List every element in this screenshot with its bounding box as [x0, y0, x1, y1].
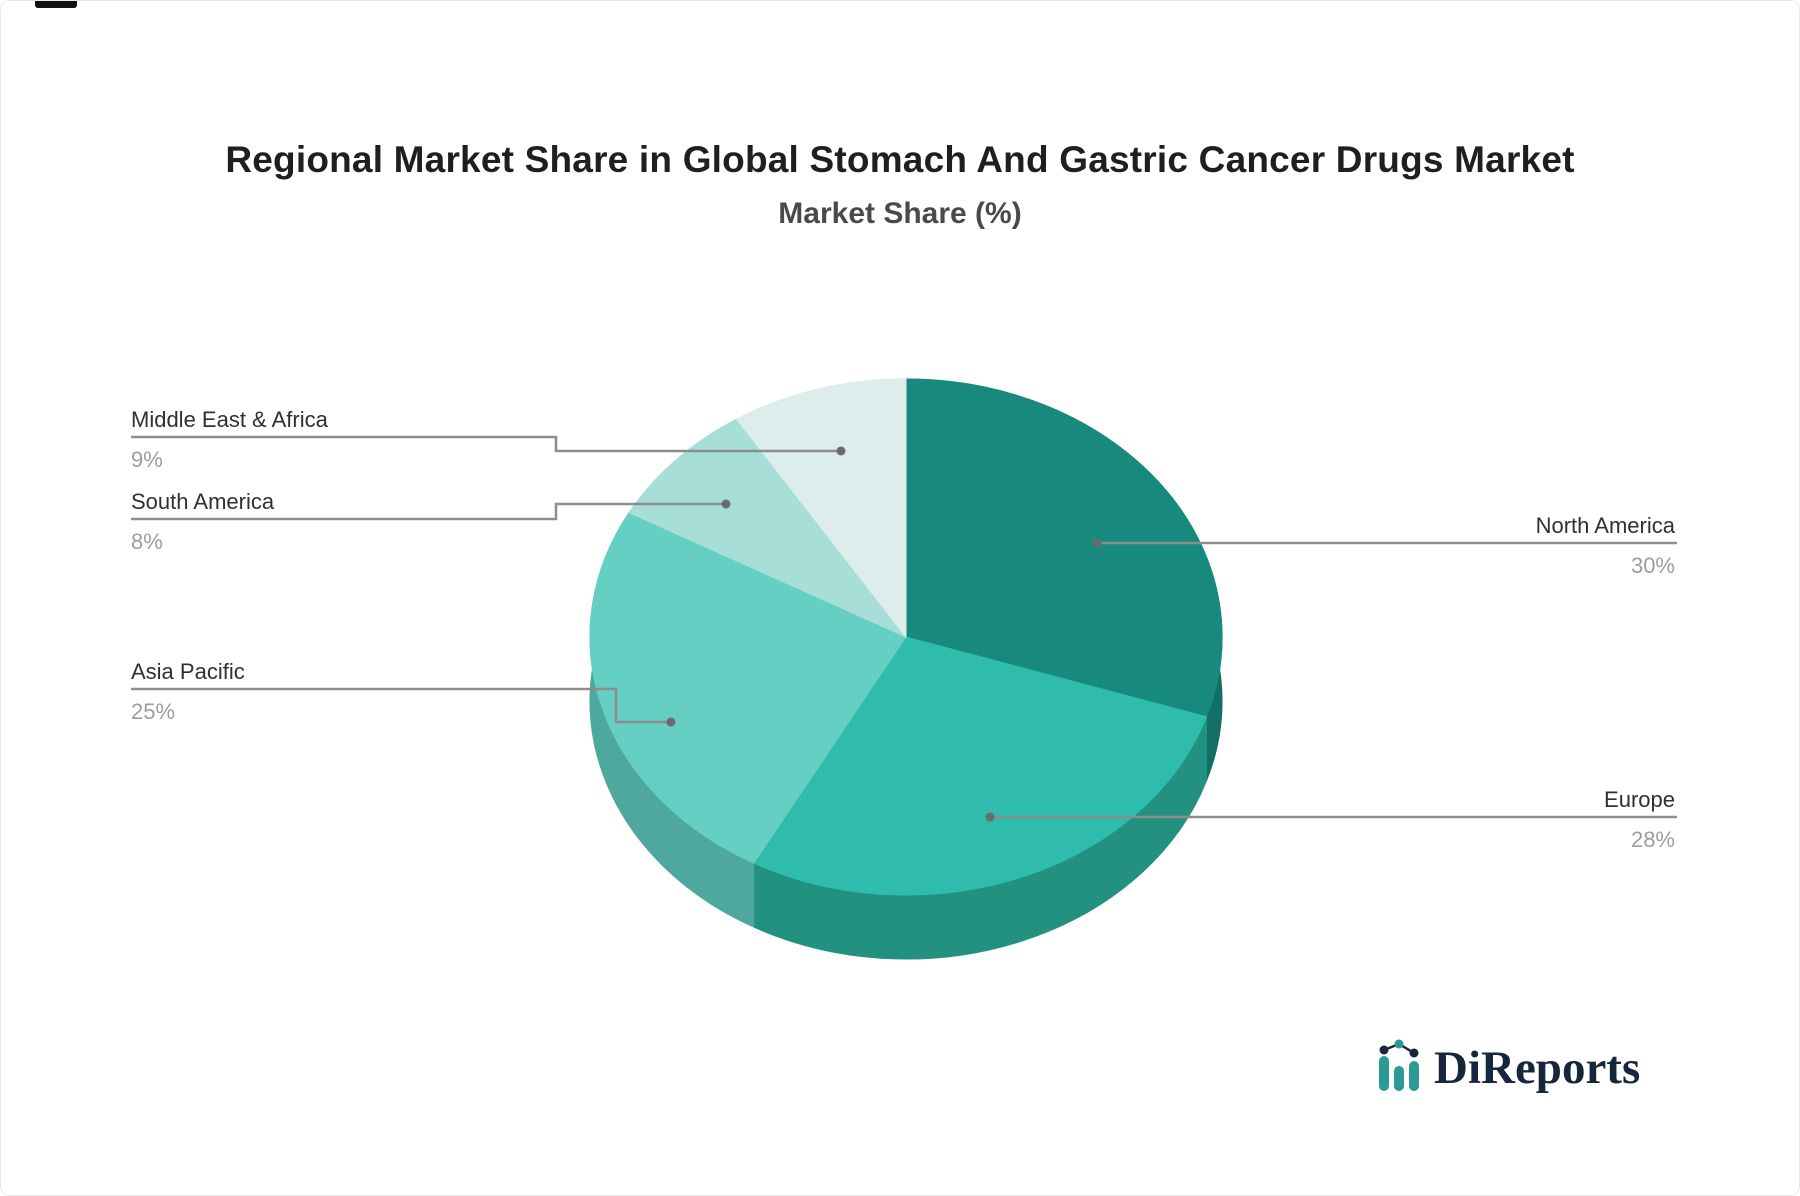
direports-logo[interactable]: DiReports	[1377, 1039, 1640, 1097]
slice-value-north-america: 30%	[1630, 553, 1675, 578]
pie-slice-north-america[interactable]	[905, 378, 1223, 718]
pie-slice-middle-east-africa[interactable]	[735, 378, 907, 639]
slice-value-asia-pacific: 25%	[131, 699, 176, 724]
pie-slice-asia-pacific[interactable]	[589, 512, 907, 864]
connector-dot-asia-pacific	[666, 717, 676, 727]
connector-line-asia-pacific	[131, 687, 671, 724]
slice-value-south-america: 8%	[131, 529, 163, 554]
chart-title: Regional Market Share in Global Stomach …	[225, 139, 1575, 180]
slice-label-asia-pacific: Asia Pacific	[131, 659, 245, 684]
top-left-screen-artifact	[35, 1, 77, 8]
slice-value-middle-east-africa: 9%	[131, 447, 163, 472]
chart-subtitle: Market Share (%)	[778, 197, 1022, 230]
connector-dot-north-america	[1092, 538, 1102, 548]
slice-label-north-america: North America	[1535, 513, 1675, 538]
connector-line-south-america	[131, 502, 726, 521]
slice-label-middle-east-africa: Middle East & Africa	[131, 407, 328, 432]
pie-slice-south-america[interactable]	[628, 418, 907, 638]
slice-value-europe: 28%	[1630, 827, 1675, 852]
slice-label-europe: Europe	[1604, 787, 1675, 812]
connector-dot-middle-east-africa	[836, 446, 846, 456]
slice-label-south-america: South America	[131, 489, 275, 514]
connector-dot-europe	[985, 812, 995, 822]
direports-logo-icon	[1379, 1039, 1419, 1091]
direports-logo-text: DiReports	[1434, 1042, 1641, 1094]
connector-line-middle-east-africa	[131, 435, 841, 453]
connector-dot-south-america	[721, 499, 731, 509]
pie-slice-europe[interactable]	[753, 636, 1208, 896]
